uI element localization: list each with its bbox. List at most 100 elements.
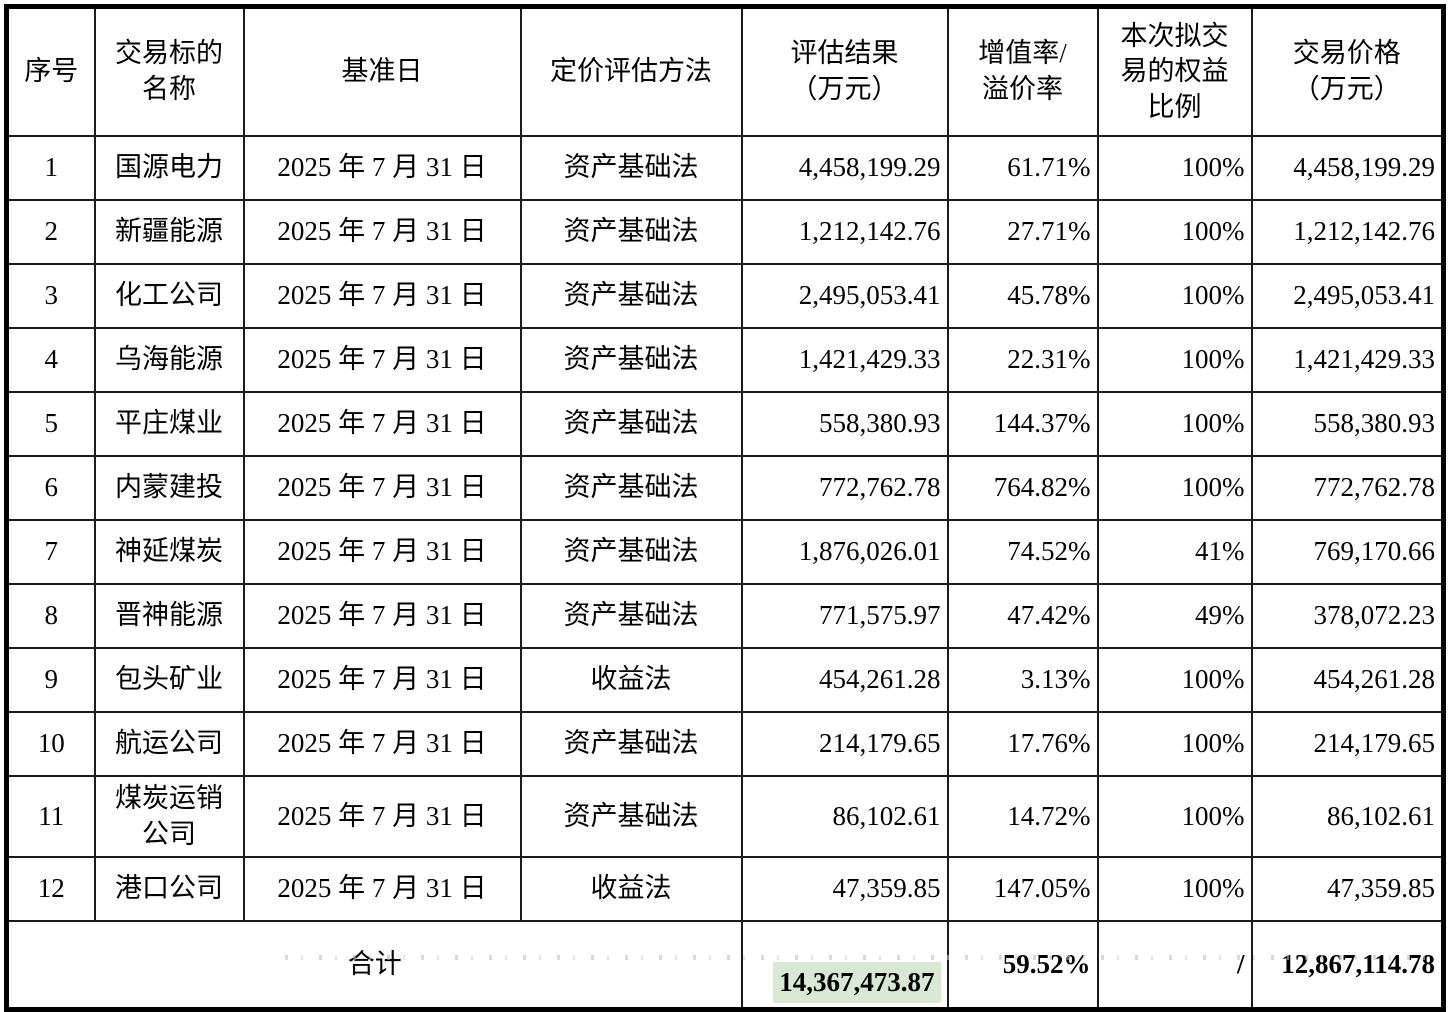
table-row: 1 国源电力 2025 年 7 月 31 日资产基础法 4,458,199.29 61.… <box>5 135 1445 201</box>
cell-price: 86,102.61 <box>1250 774 1445 859</box>
total-equity-cell: / <box>1096 920 1253 1010</box>
cell-premium: 22.31% <box>946 327 1099 393</box>
table-row: 2 新疆能源 2025 年 7 月 31 日资产基础法 1,212,142.76 27.… <box>5 199 1445 265</box>
cell-method: 收益法 <box>519 647 743 713</box>
header-cell-equity: 本次拟交 易的权益 比例 <box>1096 5 1253 137</box>
cell-base_date: 2025 年 7 月 31 日 <box>242 647 522 713</box>
total-label-cell: 合计 <box>5 920 743 1010</box>
header-row: 序号 交易标的 名称 基准日 定价评估方法 评估结果 （万元） 增值率/ 溢价率 本次拟交 … <box>5 5 1445 137</box>
cell-price: 769,170.66 <box>1250 519 1445 585</box>
cell-equity: 100% <box>1096 856 1253 923</box>
cell-name: 包头矿业 <box>93 647 245 713</box>
cell-price: 4,458,199.29 <box>1250 135 1445 201</box>
table-row: 6 内蒙建投 2025 年 7 月 31 日资产基础法 772,762.78 764.8… <box>5 455 1445 521</box>
cell-base_date: 2025 年 7 月 31 日 <box>242 263 522 329</box>
cell-method: 资产基础法 <box>519 327 743 393</box>
cell-equity: 49% <box>1096 583 1253 649</box>
cell-price: 378,072.23 <box>1250 583 1445 649</box>
cell-name: 内蒙建投 <box>93 455 245 521</box>
cell-price: 558,380.93 <box>1250 391 1445 457</box>
cell-equity: 100% <box>1096 263 1253 329</box>
cell-premium: 17.76% <box>946 711 1099 777</box>
cell-method: 资产基础法 <box>519 391 743 457</box>
total-row: 合计 14,367,473.87 59.52% / 12,867,114.78 <box>5 920 1445 1010</box>
cell-premium: 45.78% <box>946 263 1099 329</box>
cell-appraisal: 4,458,199.29 <box>740 135 949 201</box>
table-row: 11 煤炭运销 公司 2025 年 7 月 31 日资产基础法 86,102.61 14… <box>5 774 1445 859</box>
cell-equity: 100% <box>1096 711 1253 777</box>
header-cell-name: 交易标的 名称 <box>93 5 245 137</box>
cell-base_date: 2025 年 7 月 31 日 <box>242 135 522 201</box>
header-cell-price: 交易价格 （万元） <box>1250 5 1445 137</box>
cell-base_date: 2025 年 7 月 31 日 <box>242 327 522 393</box>
table-row: 9 包头矿业 2025 年 7 月 31 日收益法 454,261.28 3.13% 10… <box>5 647 1445 713</box>
cell-no: 8 <box>5 583 96 649</box>
cell-price: 2,495,053.41 <box>1250 263 1445 329</box>
cell-price: 1,421,429.33 <box>1250 327 1445 393</box>
cell-no: 4 <box>5 327 96 393</box>
cell-name: 港口公司 <box>93 856 245 923</box>
cell-appraisal: 558,380.93 <box>740 391 949 457</box>
cell-method: 资产基础法 <box>519 774 743 859</box>
cell-appraisal: 1,876,026.01 <box>740 519 949 585</box>
cell-method: 资产基础法 <box>519 583 743 649</box>
cell-premium: 61.71% <box>946 135 1099 201</box>
cell-equity: 100% <box>1096 774 1253 859</box>
cell-equity: 100% <box>1096 647 1253 713</box>
cell-method: 资产基础法 <box>519 519 743 585</box>
clipped-next-line-remnant <box>285 955 1435 960</box>
cell-premium: 74.52% <box>946 519 1099 585</box>
cell-price: 214,179.65 <box>1250 711 1445 777</box>
cell-appraisal: 86,102.61 <box>740 774 949 859</box>
cell-method: 资产基础法 <box>519 455 743 521</box>
total-appraisal-highlight: 14,367,473.87 <box>773 961 941 1003</box>
cell-appraisal: 47,359.85 <box>740 856 949 923</box>
cell-name: 平庄煤业 <box>93 391 245 457</box>
cell-base_date: 2025 年 7 月 31 日 <box>242 455 522 521</box>
cell-no: 1 <box>5 135 96 201</box>
cell-base_date: 2025 年 7 月 31 日 <box>242 856 522 923</box>
header-cell-no: 序号 <box>5 5 96 137</box>
cell-name: 煤炭运销 公司 <box>93 774 245 859</box>
total-premium-cell: 59.52% <box>946 920 1099 1010</box>
cell-no: 11 <box>5 774 96 859</box>
table-row: 7 神延煤炭 2025 年 7 月 31 日资产基础法 1,876,026.01 74.… <box>5 519 1445 585</box>
cell-name: 神延煤炭 <box>93 519 245 585</box>
cell-base_date: 2025 年 7 月 31 日 <box>242 711 522 777</box>
table-row: 8 晋神能源 2025 年 7 月 31 日资产基础法 771,575.97 47.42… <box>5 583 1445 649</box>
cell-name: 化工公司 <box>93 263 245 329</box>
cell-appraisal: 1,212,142.76 <box>740 199 949 265</box>
table-row: 12 港口公司 2025 年 7 月 31 日收益法 47,359.85 147.05%… <box>5 856 1445 923</box>
cell-no: 9 <box>5 647 96 713</box>
cell-price: 772,762.78 <box>1250 455 1445 521</box>
header-cell-method: 定价评估方法 <box>519 5 743 137</box>
cell-no: 2 <box>5 199 96 265</box>
cell-no: 12 <box>5 856 96 923</box>
cell-base_date: 2025 年 7 月 31 日 <box>242 583 522 649</box>
cell-premium: 144.37% <box>946 391 1099 457</box>
cell-appraisal: 771,575.97 <box>740 583 949 649</box>
transaction-valuation-table: 序号 交易标的 名称 基准日 定价评估方法 评估结果 （万元） 增值率/ 溢价率 本次拟交 … <box>4 4 1446 1012</box>
document-page: 序号 交易标的 名称 基准日 定价评估方法 评估结果 （万元） 增值率/ 溢价率 本次拟交 … <box>4 4 1446 1012</box>
cell-method: 资产基础法 <box>519 711 743 777</box>
header-cell-premium: 增值率/ 溢价率 <box>946 5 1099 137</box>
cell-no: 3 <box>5 263 96 329</box>
cell-premium: 3.13% <box>946 647 1099 713</box>
cell-premium: 147.05% <box>946 856 1099 923</box>
cell-equity: 100% <box>1096 199 1253 265</box>
total-appraisal-cell: 14,367,473.87 <box>740 920 949 1010</box>
cell-no: 6 <box>5 455 96 521</box>
cell-base_date: 2025 年 7 月 31 日 <box>242 519 522 585</box>
cell-price: 1,212,142.76 <box>1250 199 1445 265</box>
cell-method: 收益法 <box>519 856 743 923</box>
cell-appraisal: 772,762.78 <box>740 455 949 521</box>
table-footer: 合计 14,367,473.87 59.52% / 12,867,114.78 <box>5 920 1445 1010</box>
table-row: 10 航运公司 2025 年 7 月 31 日资产基础法 214,179.65 17.7… <box>5 711 1445 777</box>
table-header: 序号 交易标的 名称 基准日 定价评估方法 评估结果 （万元） 增值率/ 溢价率 本次拟交 … <box>5 5 1445 137</box>
cell-name: 乌海能源 <box>93 327 245 393</box>
cell-equity: 100% <box>1096 455 1253 521</box>
cell-name: 国源电力 <box>93 135 245 201</box>
table-row: 3 化工公司 2025 年 7 月 31 日资产基础法 2,495,053.41 45.… <box>5 263 1445 329</box>
cell-base_date: 2025 年 7 月 31 日 <box>242 774 522 859</box>
cell-premium: 27.71% <box>946 199 1099 265</box>
